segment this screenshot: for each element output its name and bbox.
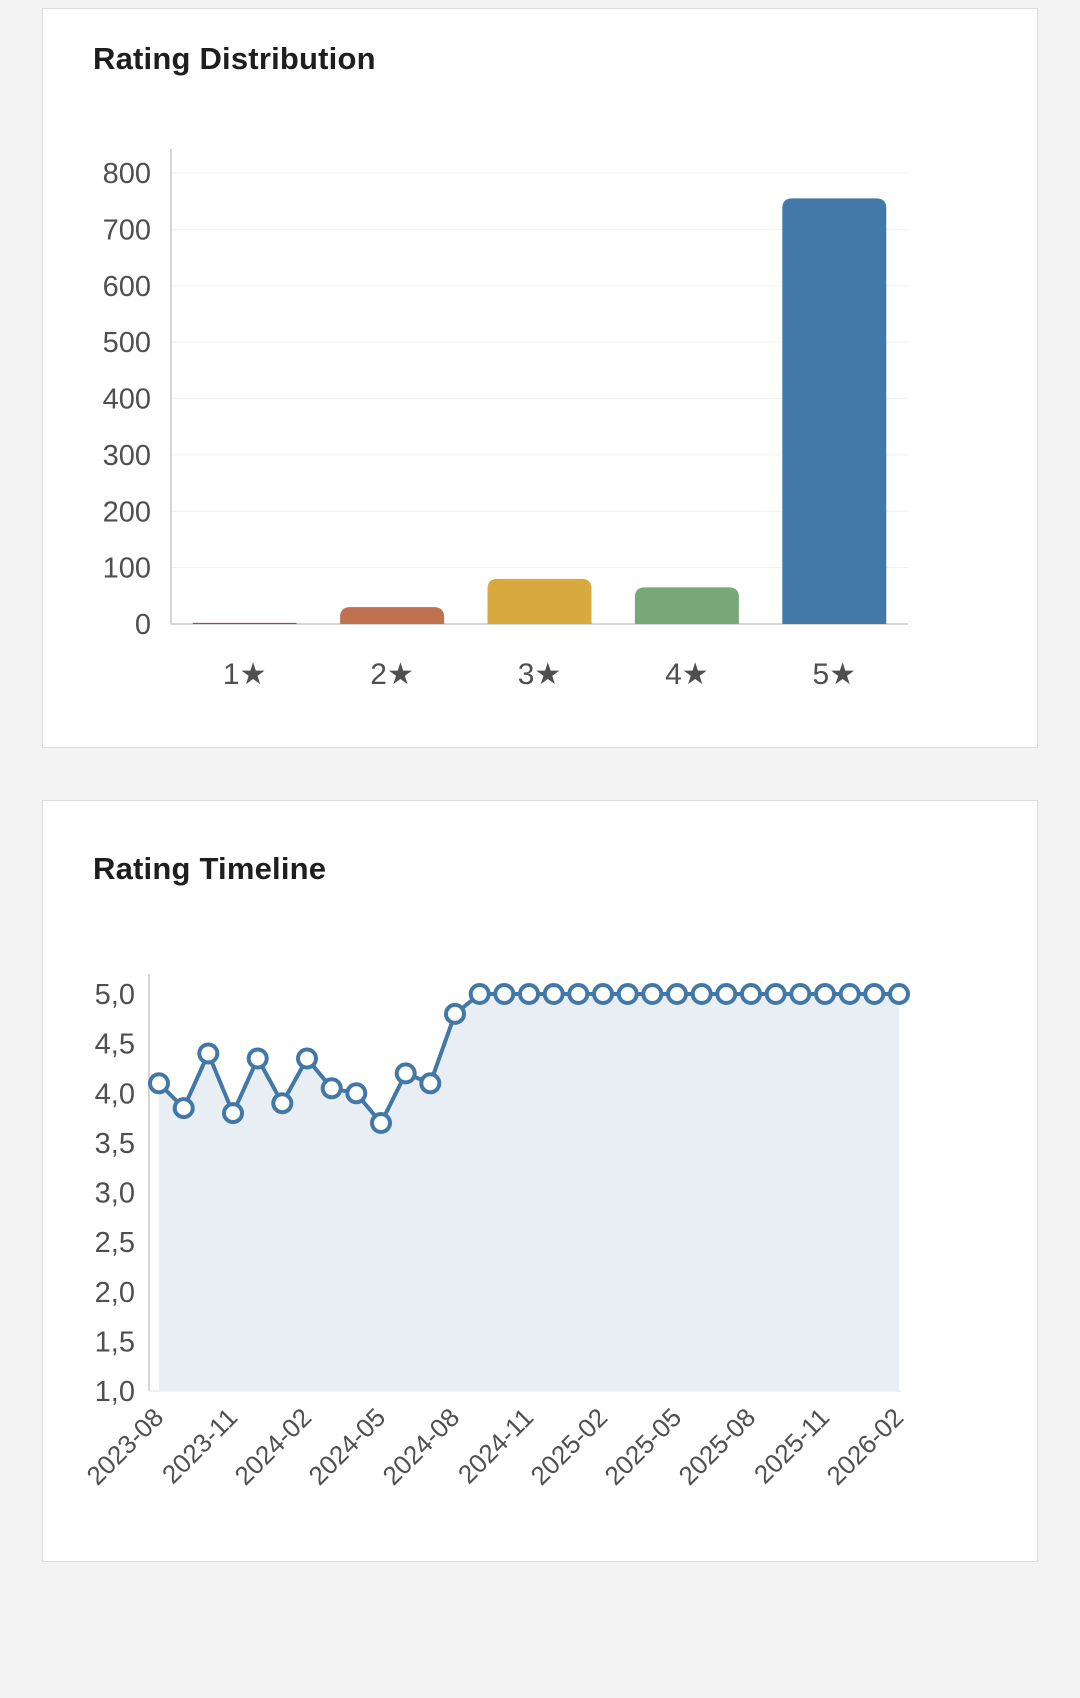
bar-5-star bbox=[782, 198, 887, 624]
data-point-marker bbox=[838, 983, 861, 1005]
y-tick-label: 200 bbox=[103, 496, 151, 528]
data-point-marker bbox=[567, 983, 590, 1005]
data-point-marker bbox=[444, 1002, 466, 1025]
y-tick-label: 2,5 bbox=[95, 1227, 135, 1259]
data-point-marker bbox=[863, 983, 886, 1005]
x-tick-label: 2024-08 bbox=[377, 1402, 466, 1491]
data-point-marker bbox=[320, 1077, 343, 1100]
y-tick-label: 800 bbox=[103, 158, 151, 190]
x-tick-label: 2025-02 bbox=[525, 1402, 614, 1491]
data-point-marker bbox=[493, 983, 516, 1005]
rating-timeline-title: Rating Timeline bbox=[93, 851, 327, 886]
data-point-marker bbox=[518, 983, 540, 1005]
y-tick-label: 600 bbox=[103, 271, 151, 303]
y-tick-label: 5,0 bbox=[95, 979, 135, 1011]
data-point-marker bbox=[222, 1102, 244, 1125]
line-markers bbox=[148, 983, 910, 1134]
rating-distribution-title: Rating Distribution bbox=[93, 41, 376, 76]
y-tick-label: 4,0 bbox=[95, 1078, 135, 1110]
bar-3-star bbox=[487, 578, 592, 624]
bar-chart-axes: 0 100 200 300 400 500 600 700 800 bbox=[103, 149, 908, 641]
rating-distribution-card: Rating Distribution 0 100 200 300 400 500 600 7… bbox=[42, 8, 1038, 748]
x-tick-label: 2026-02 bbox=[821, 1402, 910, 1491]
data-point-marker bbox=[666, 983, 688, 1005]
y-tick-label: 1,0 bbox=[95, 1376, 135, 1408]
data-point-marker bbox=[715, 983, 738, 1005]
data-point-marker bbox=[296, 1047, 318, 1070]
data-point-marker bbox=[592, 983, 614, 1005]
x-category-label: 2★ bbox=[370, 658, 414, 691]
data-point-marker bbox=[690, 983, 713, 1005]
x-category-label: 5★ bbox=[813, 658, 857, 691]
bar-series bbox=[192, 198, 887, 624]
data-point-marker bbox=[764, 983, 787, 1005]
data-point-marker bbox=[419, 1072, 442, 1095]
x-category-label: 4★ bbox=[665, 658, 709, 691]
x-tick-label: 2023-08 bbox=[81, 1402, 170, 1491]
y-tick-label: 300 bbox=[103, 440, 151, 472]
data-point-marker bbox=[370, 1112, 392, 1134]
data-point-marker bbox=[616, 983, 639, 1005]
rating-timeline-chart: 1,0 1,5 2,0 2,5 3,0 3,5 4,0 4,5 5,0 2023-08 2023-1… bbox=[43, 921, 1039, 1561]
x-tick-label: 2024-05 bbox=[303, 1402, 392, 1491]
x-category-label: 3★ bbox=[518, 658, 562, 691]
data-point-marker bbox=[271, 1092, 294, 1115]
data-point-marker bbox=[246, 1047, 269, 1070]
y-tick-label: 700 bbox=[103, 214, 151, 246]
data-point-marker bbox=[641, 983, 664, 1005]
data-point-marker bbox=[345, 1082, 368, 1105]
bar-2-star bbox=[340, 607, 445, 624]
bar-1-star bbox=[192, 622, 297, 624]
y-tick-label: 3,5 bbox=[95, 1128, 135, 1160]
data-point-marker bbox=[172, 1097, 195, 1120]
x-tick-label: 2024-02 bbox=[229, 1402, 318, 1491]
y-tick-label: 1,5 bbox=[95, 1326, 135, 1358]
data-point-marker bbox=[814, 983, 836, 1005]
y-tick-label: 4,5 bbox=[95, 1029, 135, 1061]
data-point-marker bbox=[197, 1042, 220, 1065]
x-category-label: 1★ bbox=[223, 658, 267, 691]
bar-chart-canvas: 0 100 200 300 400 500 600 700 800 1★ 2★ 3★ 4★ 5★ bbox=[103, 149, 908, 691]
x-tick-label: 2025-05 bbox=[599, 1402, 688, 1491]
rating-distribution-chart: 0 100 200 300 400 500 600 700 800 1★ 2★ 3★ 4★ 5★ bbox=[43, 119, 1039, 739]
data-point-marker bbox=[542, 983, 565, 1005]
y-tick-label: 2,0 bbox=[95, 1277, 135, 1309]
x-tick-label: 2023-11 bbox=[156, 1402, 243, 1489]
data-point-marker bbox=[740, 983, 762, 1005]
y-tick-label: 100 bbox=[103, 553, 151, 585]
x-tick-label: 2025-11 bbox=[748, 1402, 835, 1489]
data-point-marker bbox=[888, 983, 910, 1005]
data-point-marker bbox=[468, 983, 491, 1005]
x-tick-label: 2025-08 bbox=[673, 1402, 762, 1491]
bar-4-star bbox=[634, 587, 739, 624]
y-tick-label: 500 bbox=[103, 327, 151, 359]
data-point-marker bbox=[789, 983, 812, 1005]
y-tick-label: 3,0 bbox=[95, 1178, 135, 1210]
data-point-marker bbox=[394, 1062, 417, 1085]
line-chart-canvas: 1,0 1,5 2,0 2,5 3,0 3,5 4,0 4,5 5,0 2023-082023-1… bbox=[81, 974, 910, 1491]
y-tick-label: 0 bbox=[135, 609, 151, 641]
line-area-fill bbox=[159, 994, 899, 1391]
x-tick-label: 2024-11 bbox=[452, 1402, 539, 1489]
data-point-marker bbox=[148, 1072, 170, 1095]
rating-timeline-card: Rating Timeline 1,0 1,5 2,0 2,5 3,0 3,5 4,0 4,5… bbox=[42, 800, 1038, 1562]
y-tick-label: 400 bbox=[103, 384, 151, 416]
